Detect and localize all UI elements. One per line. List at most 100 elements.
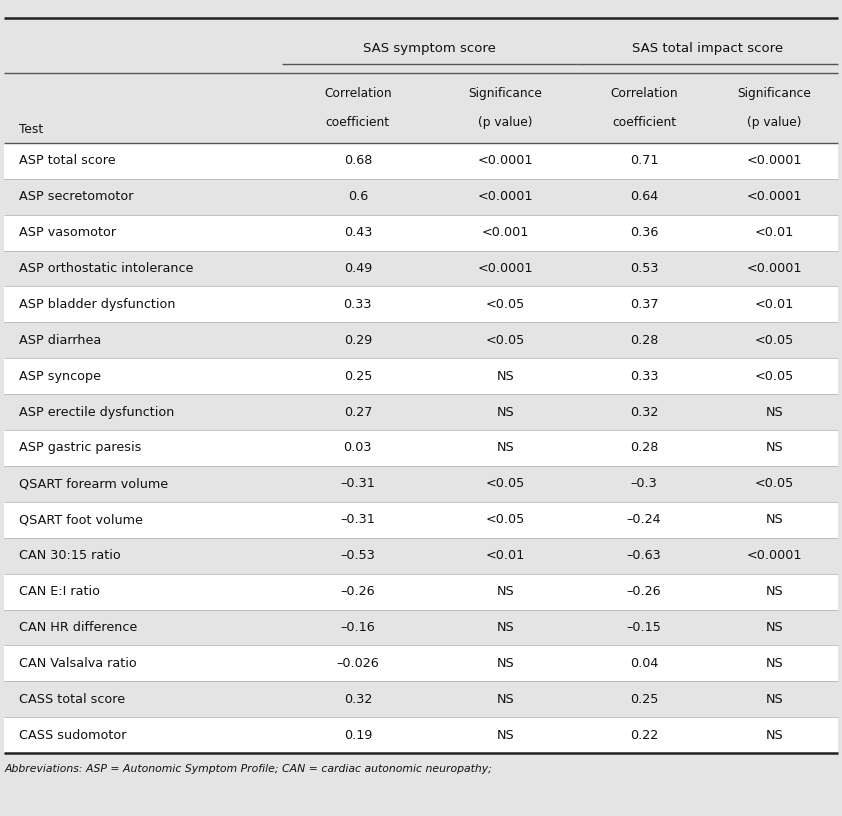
Text: –0.15: –0.15 <box>626 621 662 634</box>
Bar <box>4 574 838 610</box>
Text: CAN E:I ratio: CAN E:I ratio <box>19 585 100 598</box>
Text: NS: NS <box>496 585 514 598</box>
Text: (p value): (p value) <box>748 117 802 129</box>
Bar <box>4 179 838 215</box>
Text: <0.0001: <0.0001 <box>477 190 533 203</box>
Text: <0.01: <0.01 <box>755 226 794 239</box>
Text: 0.68: 0.68 <box>344 154 372 167</box>
Text: NS: NS <box>496 621 514 634</box>
Text: NS: NS <box>496 406 514 419</box>
Bar <box>4 681 838 717</box>
Text: <0.0001: <0.0001 <box>747 549 802 562</box>
Text: –0.24: –0.24 <box>626 513 662 526</box>
Text: 0.25: 0.25 <box>344 370 372 383</box>
Text: NS: NS <box>765 406 784 419</box>
Text: <0.05: <0.05 <box>486 477 525 490</box>
Text: <0.001: <0.001 <box>482 226 529 239</box>
Text: 0.36: 0.36 <box>630 226 658 239</box>
Text: SAS total impact score: SAS total impact score <box>632 42 783 55</box>
Bar <box>4 717 838 753</box>
Text: 0.64: 0.64 <box>630 190 658 203</box>
Text: CASS total score: CASS total score <box>19 693 125 706</box>
Text: CAN 30:15 ratio: CAN 30:15 ratio <box>19 549 121 562</box>
Text: CAN HR difference: CAN HR difference <box>19 621 137 634</box>
Text: –0.16: –0.16 <box>340 621 376 634</box>
Bar <box>4 430 838 466</box>
Text: NS: NS <box>765 729 784 742</box>
Text: 0.19: 0.19 <box>344 729 372 742</box>
Text: ASP diarrhea: ASP diarrhea <box>19 334 102 347</box>
Text: coefficient: coefficient <box>612 117 676 129</box>
Text: Correlation: Correlation <box>610 87 678 100</box>
Text: –0.26: –0.26 <box>340 585 376 598</box>
Text: NS: NS <box>765 621 784 634</box>
Text: ASP gastric paresis: ASP gastric paresis <box>19 441 141 455</box>
Text: coefficient: coefficient <box>326 117 390 129</box>
Bar <box>4 251 838 286</box>
Text: NS: NS <box>496 693 514 706</box>
Text: <0.05: <0.05 <box>755 477 794 490</box>
Text: –0.63: –0.63 <box>626 549 662 562</box>
Text: 0.22: 0.22 <box>630 729 658 742</box>
Bar <box>4 286 838 322</box>
Bar <box>4 394 838 430</box>
Text: 0.03: 0.03 <box>344 441 372 455</box>
Text: <0.05: <0.05 <box>486 298 525 311</box>
Text: NS: NS <box>765 441 784 455</box>
Bar <box>4 538 838 574</box>
Text: 0.49: 0.49 <box>344 262 372 275</box>
Text: 0.53: 0.53 <box>630 262 658 275</box>
Text: <0.05: <0.05 <box>486 334 525 347</box>
Text: Test: Test <box>19 123 44 136</box>
Text: 0.33: 0.33 <box>630 370 658 383</box>
Text: ASP bladder dysfunction: ASP bladder dysfunction <box>19 298 176 311</box>
Text: CAN Valsalva ratio: CAN Valsalva ratio <box>19 657 137 670</box>
Bar <box>4 215 838 251</box>
Text: 0.32: 0.32 <box>344 693 372 706</box>
Text: –0.26: –0.26 <box>626 585 662 598</box>
Text: <0.0001: <0.0001 <box>747 262 802 275</box>
Text: 0.25: 0.25 <box>630 693 658 706</box>
Text: Correlation: Correlation <box>324 87 392 100</box>
Text: 0.37: 0.37 <box>630 298 658 311</box>
Text: Significance: Significance <box>468 87 542 100</box>
Text: Significance: Significance <box>738 87 812 100</box>
Text: –0.3: –0.3 <box>631 477 658 490</box>
Text: ASP total score: ASP total score <box>19 154 116 167</box>
Text: <0.0001: <0.0001 <box>747 154 802 167</box>
Text: SAS symptom score: SAS symptom score <box>363 42 496 55</box>
Text: NS: NS <box>496 729 514 742</box>
Text: ASP erectile dysfunction: ASP erectile dysfunction <box>19 406 175 419</box>
Text: 0.43: 0.43 <box>344 226 372 239</box>
Text: Abbreviations: ASP = Autonomic Symptom Profile; CAN = cardiac autonomic neuropat: Abbreviations: ASP = Autonomic Symptom P… <box>4 764 492 774</box>
Bar <box>4 610 838 645</box>
Text: NS: NS <box>765 693 784 706</box>
Text: ASP secretomotor: ASP secretomotor <box>19 190 134 203</box>
Bar <box>4 322 838 358</box>
Text: <0.0001: <0.0001 <box>477 154 533 167</box>
Text: <0.0001: <0.0001 <box>477 262 533 275</box>
Bar <box>4 466 838 502</box>
Text: –0.31: –0.31 <box>340 477 376 490</box>
Bar <box>4 645 838 681</box>
Text: 0.6: 0.6 <box>348 190 368 203</box>
Text: 0.04: 0.04 <box>630 657 658 670</box>
Bar <box>4 143 838 179</box>
Text: NS: NS <box>765 657 784 670</box>
Text: 0.32: 0.32 <box>630 406 658 419</box>
Text: 0.28: 0.28 <box>630 441 658 455</box>
Bar <box>4 502 838 538</box>
Text: –0.31: –0.31 <box>340 513 376 526</box>
Text: <0.05: <0.05 <box>486 513 525 526</box>
Text: ASP vasomotor: ASP vasomotor <box>19 226 116 239</box>
Text: ASP orthostatic intolerance: ASP orthostatic intolerance <box>19 262 194 275</box>
Text: <0.01: <0.01 <box>486 549 525 562</box>
Text: QSART forearm volume: QSART forearm volume <box>19 477 168 490</box>
Text: <0.05: <0.05 <box>755 370 794 383</box>
Text: 0.27: 0.27 <box>344 406 372 419</box>
Text: NS: NS <box>765 585 784 598</box>
Text: (p value): (p value) <box>478 117 532 129</box>
Text: –0.53: –0.53 <box>340 549 376 562</box>
Bar <box>4 358 838 394</box>
Text: 0.71: 0.71 <box>630 154 658 167</box>
